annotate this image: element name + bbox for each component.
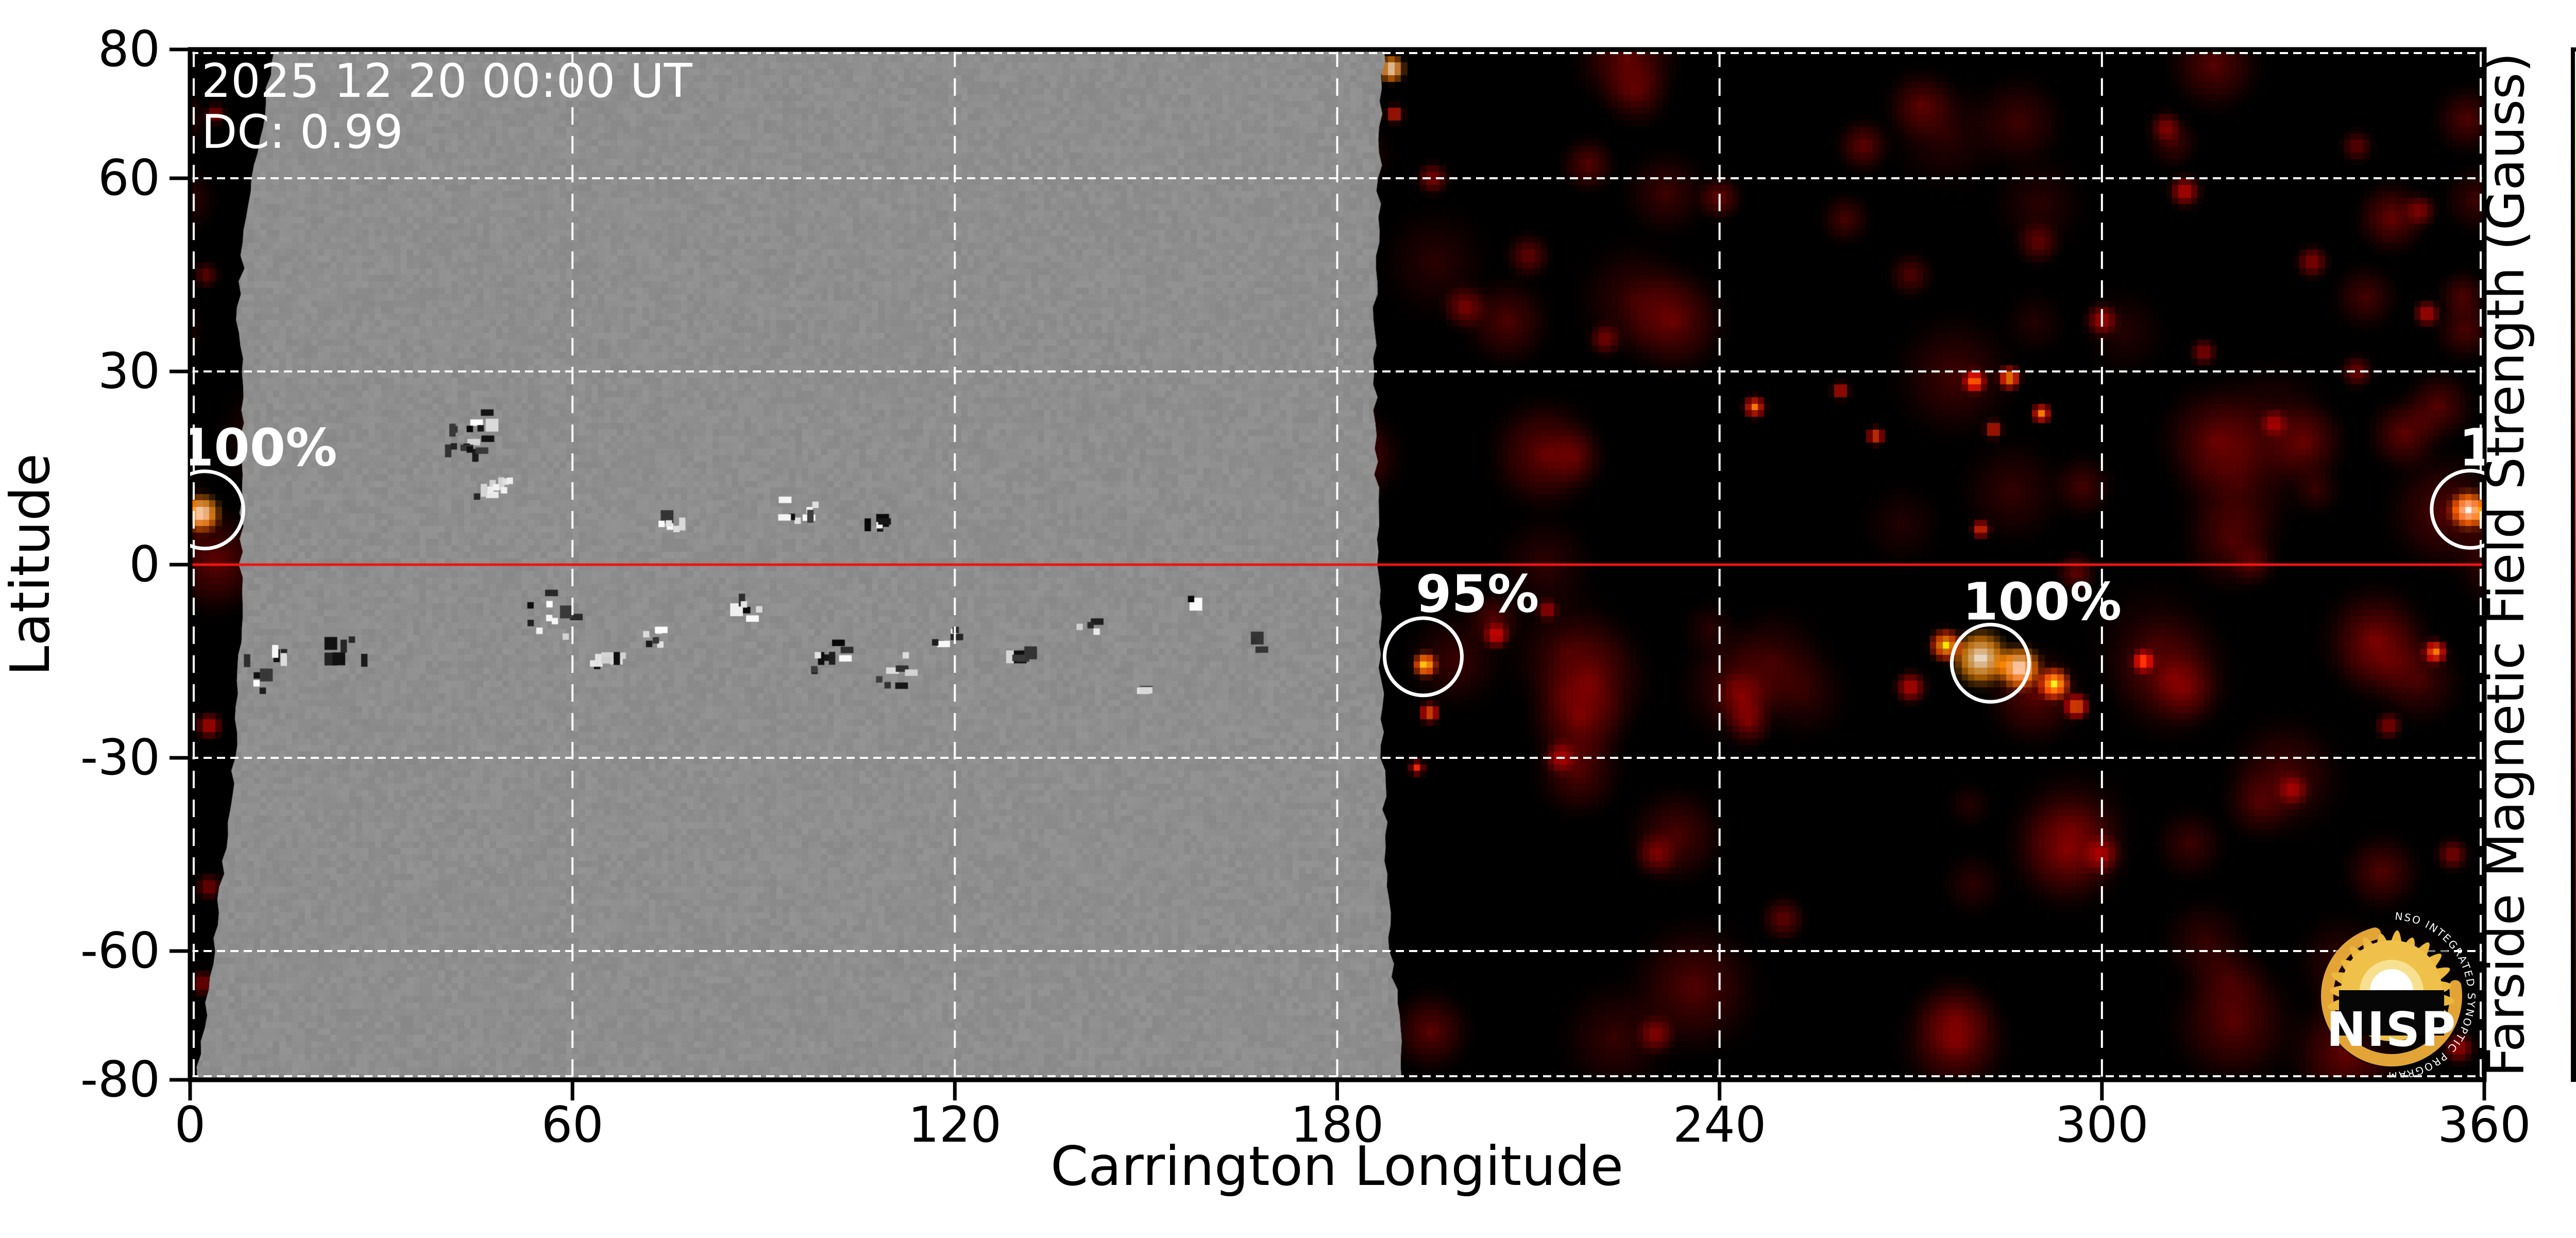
x-tick-label: 120: [908, 1097, 1002, 1154]
x-axis-title: Carrington Longitude: [1050, 1135, 1623, 1198]
nisp-logo-dome: [2370, 969, 2413, 991]
grid-lines: [190, 49, 2484, 1080]
farside-colorbar: 8007006005004003002001000 Farside Magnet…: [2476, 47, 2576, 1082]
map-datetime-label: 2025 12 20 00:00 UT: [201, 54, 693, 108]
active-region-circle: [2430, 469, 2484, 550]
y-tick-label: 60: [98, 150, 160, 207]
active-region-probability-label: 100%: [2459, 418, 2576, 478]
duty-cycle-label: DC: 0.99: [201, 105, 403, 159]
x-tick-label: 240: [1673, 1097, 1766, 1154]
y-tick-label: -80: [80, 1052, 160, 1108]
y-tick-label: -30: [80, 730, 160, 786]
active-region-circle: [1382, 616, 1464, 698]
farside-colorbar-title: Farside Magnetic Field Strength (Gauss): [2476, 53, 2536, 1077]
y-tick-label: -60: [80, 923, 160, 979]
y-axis-title: Latitude: [0, 453, 62, 676]
nisp-logo-band: [2339, 990, 2444, 1036]
nisp-logo: NISP NSO INTEGRATED SYNOPTIC PROGRAM: [2319, 910, 2477, 1082]
x-tick-label: 360: [2437, 1097, 2531, 1154]
nisp-logo-artwork: [2319, 924, 2464, 1068]
active-region-circle: [1950, 622, 2031, 704]
x-tick-label: 180: [1291, 1097, 1384, 1154]
active-region-probability-label: 100%: [178, 418, 337, 478]
y-tick-label: 80: [98, 21, 160, 78]
active-region-probability-label: 100%: [1962, 571, 2122, 632]
nisp-logo-text: NISP: [2327, 1002, 2457, 1057]
active-region-circle: [190, 469, 245, 551]
x-tick-label: 0: [175, 1097, 206, 1154]
nisp-logo-ring: [2321, 927, 2462, 1066]
x-tick-label: 60: [541, 1097, 604, 1154]
active-region-probability-label: 95%: [1416, 564, 1539, 624]
farside-colorbar-border: [2571, 47, 2576, 1082]
active-region-annotations: 100% 95% 100% 100%: [178, 418, 2576, 704]
y-tick-label: 30: [98, 343, 160, 400]
y-tick-label: 0: [129, 536, 160, 593]
x-tick-label: 300: [2055, 1097, 2148, 1154]
